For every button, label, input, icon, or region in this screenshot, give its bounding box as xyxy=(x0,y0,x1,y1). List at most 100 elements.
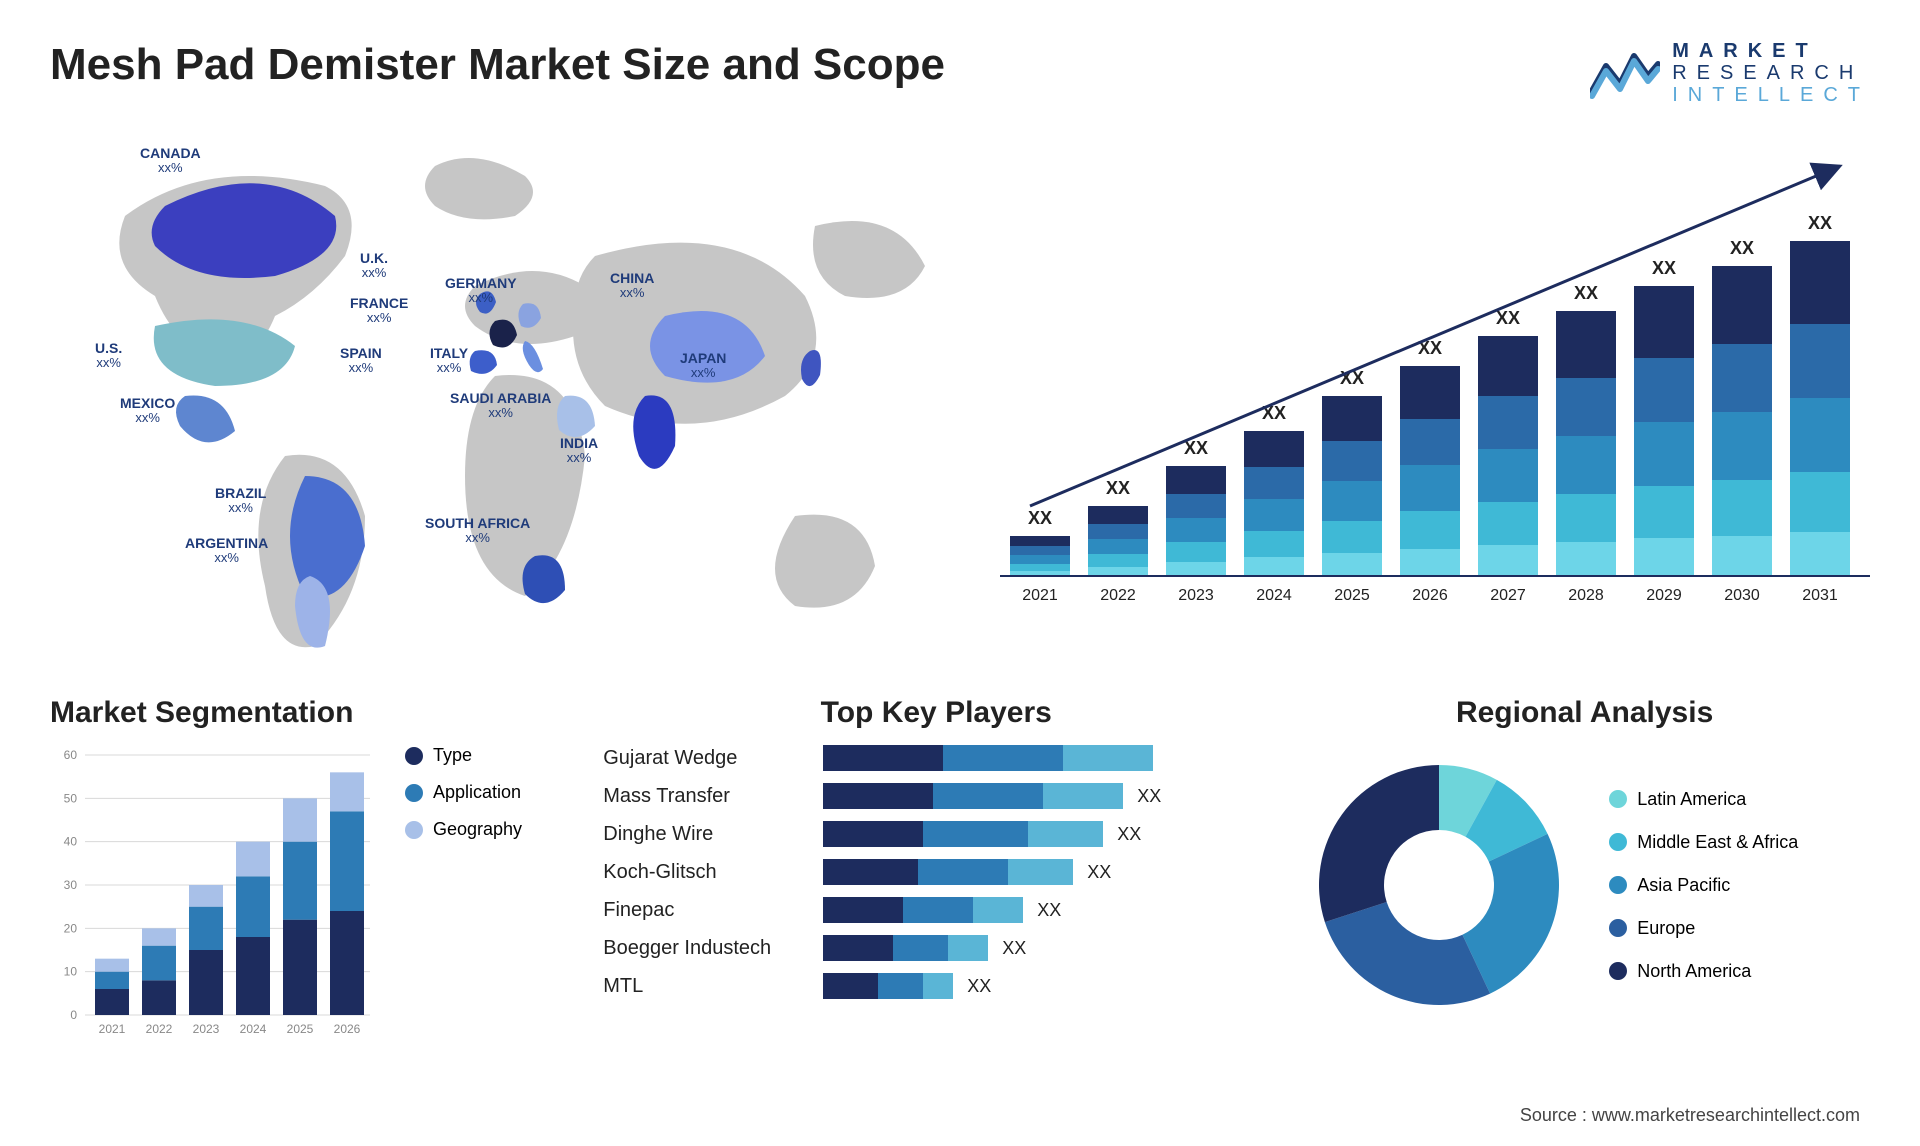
growth-bar-value: XX xyxy=(1652,258,1676,278)
player-bar-row: XX xyxy=(823,897,1269,923)
svg-text:40: 40 xyxy=(64,835,78,849)
growth-bar-segment xyxy=(1322,396,1382,441)
player-name: Dinghe Wire xyxy=(603,821,803,847)
player-bar-segment xyxy=(923,821,1028,847)
svg-text:50: 50 xyxy=(64,791,78,805)
player-bar-value: XX xyxy=(967,976,991,997)
legend-label: Asia Pacific xyxy=(1637,875,1730,896)
player-bar-value: XX xyxy=(1002,938,1026,959)
player-name: Gujarat Wedge xyxy=(603,745,803,771)
growth-bar-segment xyxy=(1010,564,1070,571)
legend-dot-icon xyxy=(1609,919,1627,937)
growth-bar-segment xyxy=(1244,431,1304,467)
player-name: MTL xyxy=(603,973,803,999)
growth-bar-segment xyxy=(1712,536,1772,576)
growth-year-label: 2028 xyxy=(1568,587,1604,604)
growth-bar-value: XX xyxy=(1028,508,1052,528)
map-label: CHINAxx% xyxy=(610,271,654,301)
growth-bar-segment xyxy=(1088,524,1148,539)
legend-dot-icon xyxy=(1609,790,1627,808)
growth-year-label: 2026 xyxy=(1412,587,1448,604)
player-name: Boegger Industech xyxy=(603,935,803,961)
seg-bar-segment xyxy=(142,928,176,945)
seg-bar-segment xyxy=(330,772,364,811)
growth-year-label: 2024 xyxy=(1256,587,1292,604)
legend-item: Type xyxy=(405,745,522,766)
player-bar-segment xyxy=(923,973,953,999)
player-bar-row: XX xyxy=(823,973,1269,999)
player-bar-row: XX xyxy=(823,821,1269,847)
player-bar-segment xyxy=(823,935,893,961)
map-label: BRAZILxx% xyxy=(215,486,266,516)
segmentation-legend: TypeApplicationGeography xyxy=(405,745,522,1045)
seg-bar-segment xyxy=(189,907,223,950)
growth-bar-segment xyxy=(1790,241,1850,324)
growth-bar-segment xyxy=(1088,539,1148,554)
legend-label: North America xyxy=(1637,961,1751,982)
legend-label: Middle East & Africa xyxy=(1637,832,1798,853)
svg-text:0: 0 xyxy=(70,1008,77,1022)
growth-bar-segment xyxy=(1400,549,1460,576)
growth-bar-segment xyxy=(1712,480,1772,536)
growth-year-label: 2030 xyxy=(1724,587,1760,604)
map-label: CANADAxx% xyxy=(140,146,201,176)
growth-bar-segment xyxy=(1322,521,1382,553)
growth-bar-segment xyxy=(1790,532,1850,576)
growth-bar-segment xyxy=(1244,467,1304,499)
player-name: Koch-Glitsch xyxy=(603,859,803,885)
svg-text:2021: 2021 xyxy=(99,1022,126,1036)
map-label: ITALYxx% xyxy=(430,346,468,376)
segmentation-title: Market Segmentation xyxy=(50,696,573,730)
legend-dot-icon xyxy=(1609,876,1627,894)
growth-bar-chart: XX2021XX2022XX2023XX2024XX2025XX2026XX20… xyxy=(1000,136,1870,656)
legend-dot-icon xyxy=(405,784,423,802)
regional-title: Regional Analysis xyxy=(1299,696,1870,730)
seg-bar-segment xyxy=(283,920,317,1015)
player-bar-segment xyxy=(948,935,988,961)
growth-bar-value: XX xyxy=(1106,478,1130,498)
seg-bar-segment xyxy=(283,798,317,841)
seg-bar-segment xyxy=(330,811,364,911)
growth-bar-segment xyxy=(1088,567,1148,576)
legend-item: Geography xyxy=(405,819,522,840)
map-label: SAUDI ARABIAxx% xyxy=(450,391,551,421)
seg-bar-segment xyxy=(330,911,364,1015)
growth-bar-segment xyxy=(1478,336,1538,396)
map-label: U.K.xx% xyxy=(360,251,388,281)
regional-legend: Latin AmericaMiddle East & AfricaAsia Pa… xyxy=(1609,789,1798,982)
players-chart: Gujarat Wedge Mass Transfer Dinghe Wire Koc… xyxy=(603,745,1269,999)
growth-year-label: 2029 xyxy=(1646,587,1682,604)
map-label: JAPANxx% xyxy=(680,351,726,381)
player-bar-segment xyxy=(823,897,903,923)
page-title: Mesh Pad Demister Market Size and Scope xyxy=(50,40,945,90)
player-bar-value: XX xyxy=(1137,786,1161,807)
svg-text:2023: 2023 xyxy=(193,1022,220,1036)
player-bar-segment xyxy=(823,821,923,847)
growth-bar-segment xyxy=(1712,344,1772,412)
growth-bar-segment xyxy=(1634,358,1694,422)
seg-bar-segment xyxy=(236,876,270,937)
map-label: SOUTH AFRICAxx% xyxy=(425,516,530,546)
growth-bar-segment xyxy=(1712,412,1772,480)
seg-bar-segment xyxy=(189,950,223,1015)
seg-bar-segment xyxy=(95,959,129,972)
map-region-saudi xyxy=(557,396,595,438)
source-attribution: Source : www.marketresearchintellect.com xyxy=(1520,1105,1860,1126)
legend-dot-icon xyxy=(405,747,423,765)
player-bar-value: XX xyxy=(1037,900,1061,921)
seg-bar-segment xyxy=(236,842,270,877)
seg-bar-segment xyxy=(142,980,176,1015)
map-region-spain xyxy=(470,350,497,374)
growth-bar-segment xyxy=(1478,545,1538,576)
growth-bar-segment xyxy=(1244,557,1304,576)
map-region-safrica xyxy=(523,555,565,603)
growth-year-label: 2025 xyxy=(1334,587,1370,604)
player-bar-row xyxy=(823,745,1269,771)
growth-bar-segment xyxy=(1244,531,1304,557)
logo-line1: MARKET xyxy=(1672,40,1870,62)
growth-bar-segment xyxy=(1400,511,1460,549)
growth-bar-segment xyxy=(1478,502,1538,545)
svg-text:2026: 2026 xyxy=(334,1022,361,1036)
player-name: Mass Transfer xyxy=(603,783,803,809)
player-bar-row: XX xyxy=(823,783,1269,809)
